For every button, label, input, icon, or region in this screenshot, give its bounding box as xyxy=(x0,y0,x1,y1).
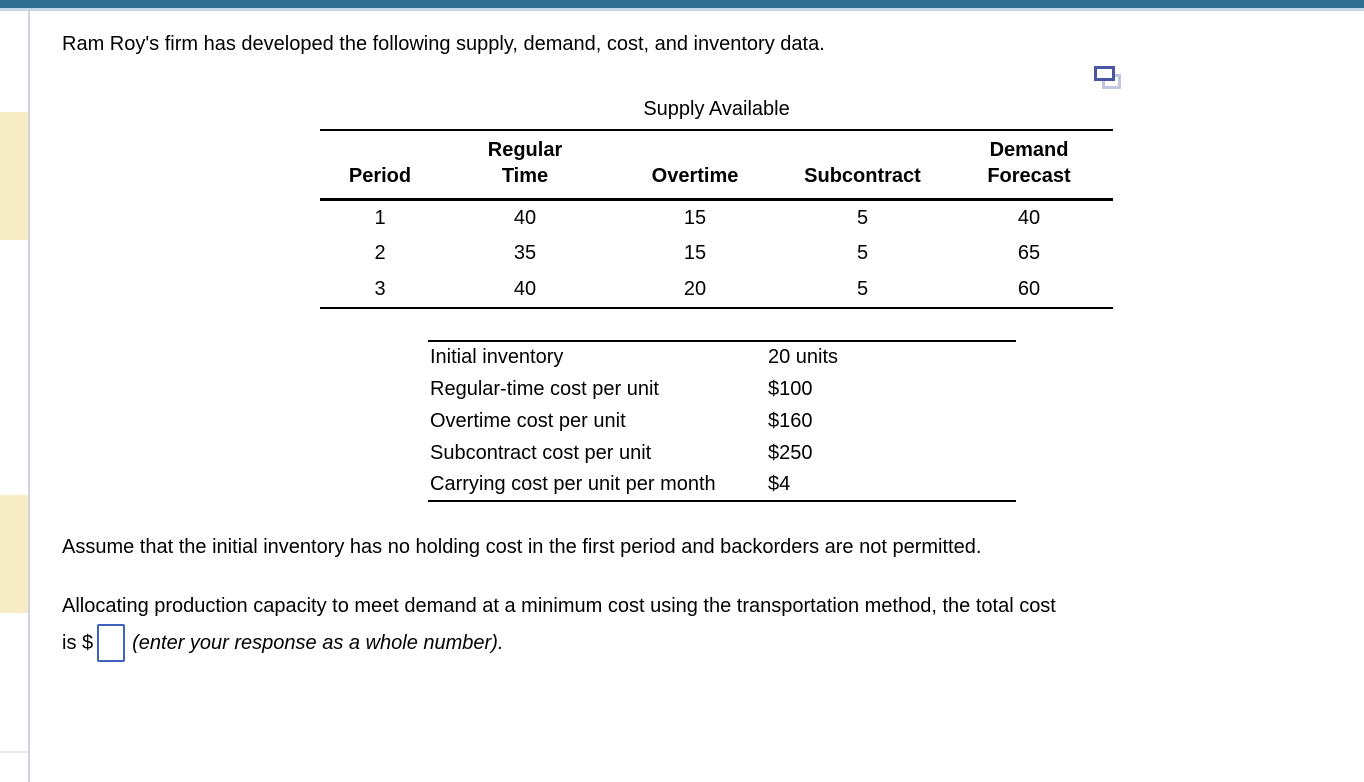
column-header-regular-time: Regular Time xyxy=(440,130,610,201)
cost-value: $160 xyxy=(768,409,813,432)
column-header-demand-forecast: Demand Forecast xyxy=(945,130,1114,201)
cost-row: Carrying cost per unit per month $4 xyxy=(428,469,1016,501)
copy-icon-front-page xyxy=(1094,66,1115,81)
table-row: 1 40 15 5 40 xyxy=(320,200,1113,236)
table-cell: 20 xyxy=(683,277,707,300)
column-header-subcontract: Subcontract xyxy=(780,130,945,201)
cost-value: 20 units xyxy=(768,346,839,368)
table-cell: 3 xyxy=(374,277,386,300)
table-cell: 2 xyxy=(374,242,386,264)
table-cell: 40 xyxy=(1017,206,1041,229)
table-cell: 1 xyxy=(374,206,386,229)
highlight-block xyxy=(0,112,28,240)
top-bar xyxy=(0,0,1364,8)
table-cell: 5 xyxy=(856,206,869,229)
cost-row: Regular-time cost per unit $100 xyxy=(428,373,1016,405)
answer-prefix: is $ xyxy=(62,631,94,654)
assumption-text: Assume that the initial inventory has no… xyxy=(62,536,982,558)
cost-value: $100 xyxy=(768,377,813,400)
table-cell: 5 xyxy=(856,277,869,300)
cost-row: Overtime cost per unit $160 xyxy=(428,405,1016,437)
table-cell: 15 xyxy=(683,242,707,264)
table-row: 3 40 20 5 60 xyxy=(320,272,1113,308)
column-header-period: Period xyxy=(320,130,440,201)
cost-label: Regular-time cost per unit xyxy=(430,377,659,400)
cost-value: $4 xyxy=(768,473,791,495)
table-cell: 60 xyxy=(1017,277,1041,300)
supply-table-title: Supply Available xyxy=(320,96,1114,131)
table-cell: 65 xyxy=(1017,242,1041,264)
column-header-overtime: Overtime xyxy=(610,130,780,201)
rail-divider xyxy=(0,751,28,753)
cost-label: Initial inventory xyxy=(430,346,564,368)
table-cell: 15 xyxy=(683,206,707,229)
total-cost-input[interactable] xyxy=(97,624,126,662)
answer-suffix: (enter your response as a whole number). xyxy=(132,631,504,654)
question-intro: Ram Roy's firm has developed the followi… xyxy=(62,33,825,55)
table-row: 2 35 15 5 65 xyxy=(320,236,1113,272)
cost-label: Overtime cost per unit xyxy=(430,409,626,432)
copy-icon[interactable] xyxy=(1094,66,1121,89)
top-bar-underline xyxy=(0,8,1364,11)
table-cell: 35 xyxy=(513,242,537,264)
cost-row: Initial inventory 20 units xyxy=(428,341,1016,373)
answer-line: is $ (enter your response as a whole num… xyxy=(62,622,503,664)
cost-label: Subcontract cost per unit xyxy=(430,441,652,464)
allocation-text: Allocating production capacity to meet d… xyxy=(62,595,1056,617)
cost-label: Carrying cost per unit per month xyxy=(430,473,716,495)
cost-row: Subcontract cost per unit $250 xyxy=(428,437,1016,469)
left-rail xyxy=(0,11,30,782)
table-cell: 40 xyxy=(513,277,537,300)
highlight-block xyxy=(0,495,28,613)
table-cell: 40 xyxy=(513,206,537,229)
table-cell: 5 xyxy=(856,242,869,264)
cost-table: Initial inventory 20 units Regular-time … xyxy=(428,340,1016,502)
cost-value: $250 xyxy=(768,441,813,464)
supply-table: Supply Available Period Regular Time Ove… xyxy=(320,96,1114,309)
